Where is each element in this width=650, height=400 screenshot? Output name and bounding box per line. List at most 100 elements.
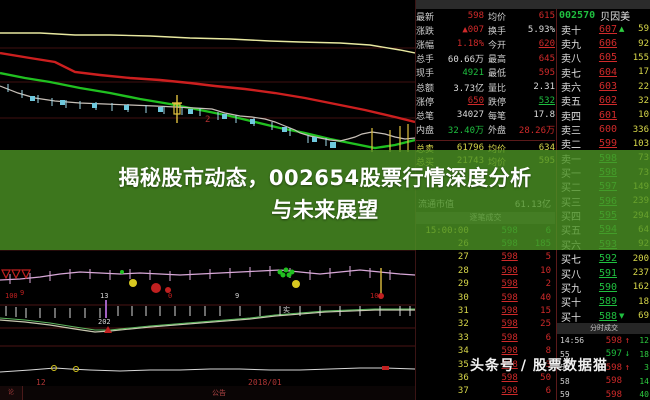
sell-order-row: 卖六 603 22 bbox=[557, 79, 650, 94]
minute-tick-volume: 14 bbox=[639, 376, 649, 386]
sell-order-row: 卖二 599 103 bbox=[557, 137, 650, 151]
stat-row: 内盘 32.40万 外盘 28.26万 bbox=[416, 123, 555, 137]
order-label: 买十 bbox=[561, 312, 581, 324]
tick-price: 598 bbox=[501, 265, 518, 276]
price-chart[interactable]: 2 bbox=[0, 0, 415, 158]
total-sell-label: 总卖 bbox=[416, 142, 442, 155]
indicator-svg: 100 9 13 9 0 10 bbox=[0, 250, 415, 362]
minute-tick-row: 14:56 598 ↑ 12 bbox=[557, 334, 650, 348]
buy-order-row: 买七 592 200 bbox=[557, 252, 650, 266]
watermark: 头条号 / 股票数据猫 bbox=[470, 358, 608, 374]
indicator-panel[interactable]: 100 9 13 9 0 10 bbox=[0, 250, 415, 362]
buy-order-row: 买十 589 18 bbox=[557, 295, 650, 309]
chart-corner-button[interactable]: 论 bbox=[0, 386, 23, 400]
tick-row: 32 598 25 bbox=[416, 318, 555, 331]
order-price: 600 bbox=[598, 124, 617, 136]
svg-text:100: 100 bbox=[5, 292, 18, 300]
stat-label: 最新 bbox=[416, 12, 435, 23]
stat-label: 涨跌 bbox=[416, 26, 435, 37]
order-label: 卖八 bbox=[561, 54, 581, 66]
order-label: 买七 bbox=[561, 255, 581, 267]
sell-order-row: 卖五 602 32 bbox=[557, 94, 650, 108]
total-sell-avg-label: 均价 bbox=[484, 142, 516, 155]
tick-volume: 10 bbox=[540, 265, 551, 276]
minute-tick-price: 597 bbox=[605, 349, 622, 360]
minute-tick-row: 56 598 ↑ 3 bbox=[557, 361, 650, 375]
stats-grid: 最新 598 均价 615 涨跌 ▲007 换手 5.93% 涨幅 1.18% … bbox=[416, 9, 555, 137]
stat-row: 涨跌 ▲007 换手 5.93% bbox=[416, 23, 555, 37]
sell-order-list: 卖十 607 ▲ 59 卖九 606 92 卖八 605 155 卖七 bbox=[557, 22, 650, 166]
tick-row: 28 598 10 bbox=[416, 264, 555, 277]
chart-date-left: 12 bbox=[36, 378, 46, 387]
minute-tick-row: 58 598 14 bbox=[557, 375, 650, 389]
chart-announcement-tab[interactable]: 公告 bbox=[212, 389, 226, 397]
tick-row: 27 598 5 bbox=[416, 251, 555, 264]
sell-order-row: 卖三 600 336 bbox=[557, 122, 650, 138]
tick-price: 598 bbox=[501, 306, 518, 317]
order-volume: 237 bbox=[632, 268, 649, 279]
stat-label-2: 跌停 bbox=[488, 97, 507, 108]
buy-order-row: 买十 588 ▼ 69 bbox=[557, 309, 650, 324]
stat-value-2: 532 bbox=[538, 96, 555, 107]
stat-label-2: 最高 bbox=[488, 55, 507, 66]
minute-tick-price: 598 bbox=[605, 389, 622, 400]
stat-label: 现手 bbox=[416, 69, 435, 80]
page-title: 揭秘股市动态，002654股票行情深度分析 与未来展望 bbox=[40, 162, 610, 226]
minute-tick-price: 598 bbox=[605, 335, 622, 346]
up-arrow-icon: ↑ bbox=[624, 335, 630, 346]
stat-row: 涨幅 1.18% 今开 620 bbox=[416, 37, 555, 51]
order-volume: 92 bbox=[638, 38, 649, 49]
stat-label: 总手 bbox=[416, 55, 435, 66]
minute-tick-time: 58 bbox=[560, 376, 570, 386]
stat-label: 涨幅 bbox=[416, 40, 435, 51]
tick-price: 598 bbox=[501, 386, 518, 397]
order-volume: 22 bbox=[638, 81, 649, 92]
minute-tick-price: 598 bbox=[605, 376, 622, 387]
stat-value-2: 645 bbox=[538, 53, 555, 64]
tick-price: 598 bbox=[501, 346, 518, 357]
stat-value: 1.18% bbox=[456, 39, 484, 50]
stat-label-2: 外盘 bbox=[488, 126, 507, 137]
minute-tick-time: 59 bbox=[560, 390, 570, 400]
order-volume: 162 bbox=[632, 282, 649, 293]
stat-value: 598 bbox=[467, 11, 484, 22]
tick-price: 598 bbox=[501, 279, 518, 290]
tick-time: 27 bbox=[457, 252, 469, 263]
tick-price: 598 bbox=[501, 292, 518, 303]
tick-time: 35 bbox=[457, 359, 469, 370]
stat-label: 涨停 bbox=[416, 97, 435, 108]
tick-volume: 5 bbox=[545, 252, 551, 263]
tick-volume: 6 bbox=[545, 332, 551, 343]
order-volume: 103 bbox=[632, 138, 649, 149]
minute-tick-volume: 40 bbox=[639, 390, 649, 400]
stat-value: 4921 bbox=[462, 67, 484, 78]
minute-tick-time: 14:56 bbox=[560, 336, 585, 346]
page-title-line-1: 揭秘股市动态，002654股票行情深度分析 bbox=[118, 166, 532, 190]
stat-label: 内盘 bbox=[416, 126, 435, 137]
stat-value-2: 620 bbox=[538, 39, 555, 50]
stat-value-2: 5.93% bbox=[527, 25, 555, 36]
chart-bottom-bar[interactable]: 论 公告 bbox=[0, 386, 415, 400]
order-label: 卖二 bbox=[561, 140, 581, 152]
tick-row: 34 598 8 bbox=[416, 345, 555, 358]
buy-order-row: 买八 591 237 bbox=[557, 266, 650, 281]
minute-tick-volume: 18 bbox=[639, 349, 649, 359]
order-label: 买十 bbox=[561, 298, 581, 310]
minute-tick-list[interactable]: 14:56 598 ↑ 12 55 597 ↓ 18 56 598 ↑ 3 bbox=[557, 334, 650, 400]
stat-label-2: 量比 bbox=[488, 83, 507, 94]
order-label: 买八 bbox=[561, 269, 581, 281]
order-volume: 59 bbox=[638, 24, 649, 35]
order-volume: 18 bbox=[638, 296, 649, 307]
order-price: 588 bbox=[598, 310, 617, 322]
order-price: 590 bbox=[598, 281, 617, 293]
stat-row: 总手 60.66万 最高 645 bbox=[416, 52, 555, 66]
stat-label-2: 均价 bbox=[488, 12, 507, 23]
stock-identity: 002570 贝因美 bbox=[557, 9, 650, 23]
tick-time: 33 bbox=[457, 332, 469, 343]
sell-order-row: 卖八 605 155 bbox=[557, 51, 650, 65]
tick-time: 36 bbox=[457, 372, 469, 383]
order-label: 卖三 bbox=[561, 126, 581, 138]
tick-volume: 6 bbox=[545, 386, 551, 397]
tick-volume: 8 bbox=[545, 346, 551, 357]
